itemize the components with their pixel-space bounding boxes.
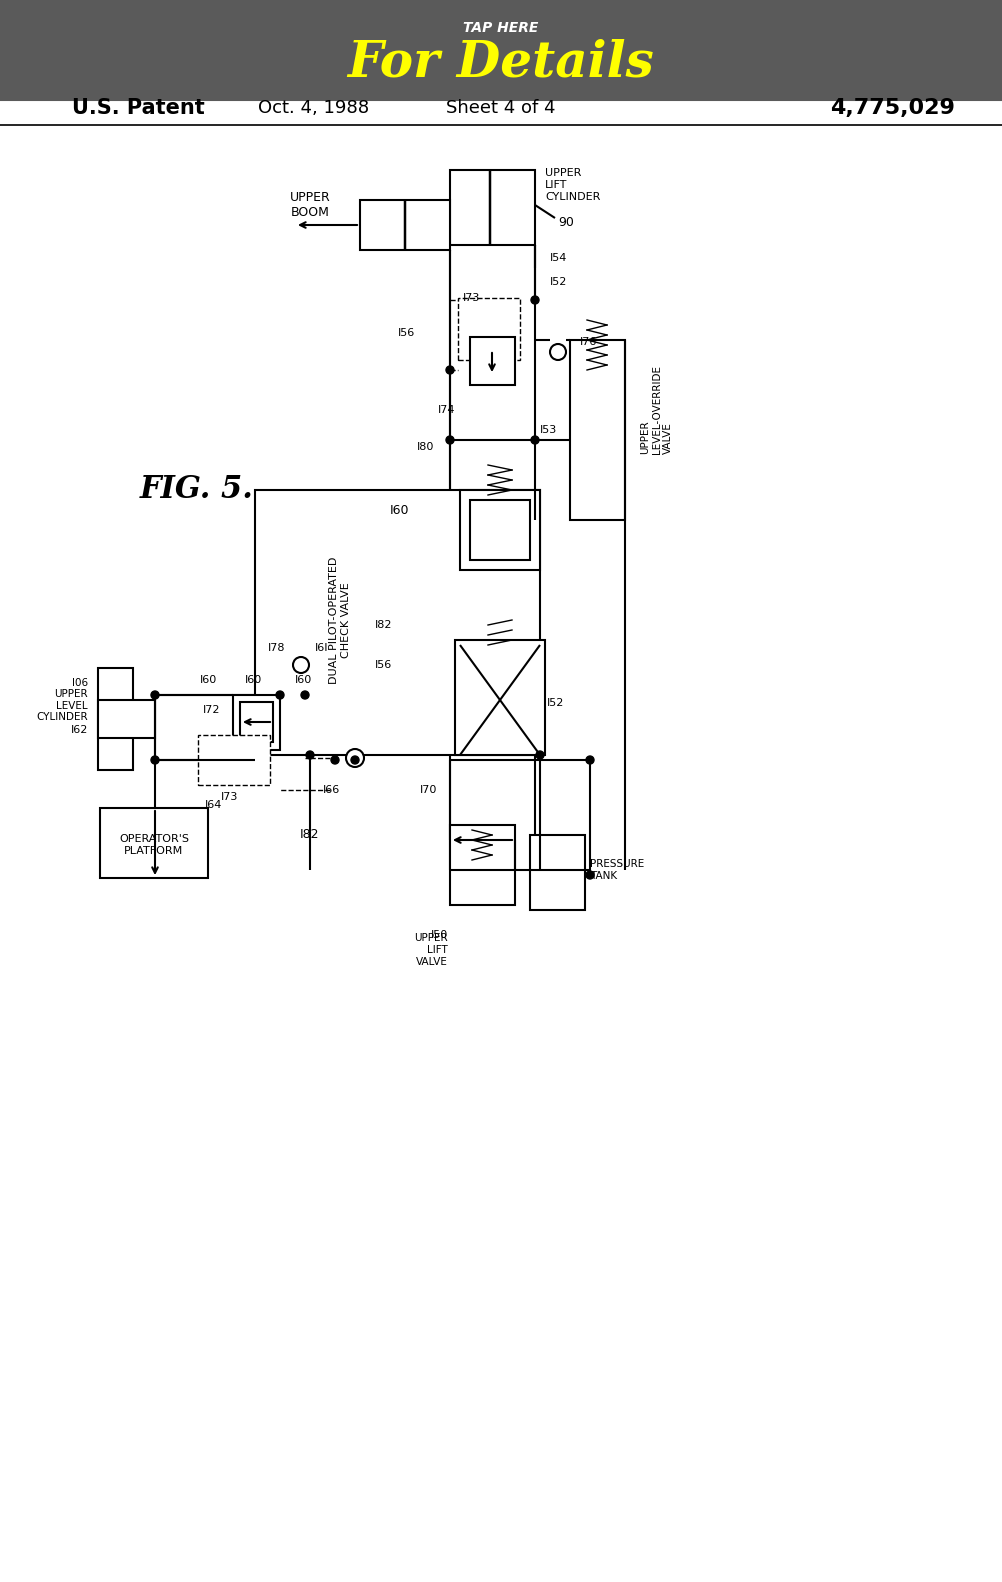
Text: Sheet 4 of 4: Sheet 4 of 4	[446, 100, 556, 117]
Text: I72: I72	[202, 706, 220, 715]
Bar	[98, 668, 133, 770]
Circle shape	[531, 437, 539, 445]
Text: I73: I73	[221, 793, 238, 802]
Circle shape	[446, 437, 454, 445]
Circle shape	[151, 756, 159, 764]
Bar	[570, 340, 625, 520]
Bar	[470, 500, 530, 560]
Text: I76: I76	[580, 337, 597, 346]
Text: I60: I60	[390, 503, 410, 516]
Text: UPPER
LEVEL-OVERRIDE
VALVE: UPPER LEVEL-OVERRIDE VALVE	[640, 365, 673, 454]
Circle shape	[586, 756, 594, 764]
Text: I6I: I6I	[315, 642, 329, 653]
Text: I53: I53	[540, 426, 557, 435]
Bar	[470, 337, 515, 384]
Circle shape	[586, 872, 594, 880]
Circle shape	[276, 691, 284, 699]
Circle shape	[301, 691, 309, 699]
Circle shape	[531, 296, 539, 304]
Bar	[255, 490, 540, 755]
Text: DUAL PILOT-OPERATED
CHECK VALVE: DUAL PILOT-OPERATED CHECK VALVE	[330, 557, 351, 683]
Text: I06
UPPER
LEVEL
CYLINDER: I06 UPPER LEVEL CYLINDER	[36, 677, 88, 723]
Text: 90: 90	[558, 215, 574, 228]
Bar	[458, 297, 520, 361]
Text: I52: I52	[547, 698, 564, 709]
Text: UPPER
BOOM: UPPER BOOM	[290, 191, 331, 218]
Text: I80: I80	[417, 441, 434, 452]
Bar	[240, 702, 273, 742]
Bar	[0, 0, 1002, 100]
Circle shape	[536, 751, 544, 759]
Circle shape	[550, 343, 566, 361]
Bar	[460, 490, 540, 570]
Text: U.S. Patent: U.S. Patent	[72, 98, 204, 119]
Text: I56: I56	[375, 660, 392, 671]
Circle shape	[331, 756, 339, 764]
Circle shape	[151, 691, 159, 699]
Text: OPERATOR'S
PLATFORM: OPERATOR'S PLATFORM	[119, 834, 189, 856]
Text: I70: I70	[420, 785, 437, 796]
Bar	[450, 824, 515, 905]
Bar	[98, 699, 155, 737]
Circle shape	[446, 365, 454, 373]
Bar	[360, 199, 450, 250]
Text: Oct. 4, 1988: Oct. 4, 1988	[258, 100, 369, 117]
Text: 4,775,029: 4,775,029	[830, 98, 955, 119]
Text: I54: I54	[550, 253, 567, 263]
Bar	[198, 736, 270, 785]
Circle shape	[351, 756, 359, 764]
Text: TAP HERE: TAP HERE	[463, 21, 539, 35]
Text: I64: I64	[205, 800, 222, 810]
Text: I52: I52	[550, 277, 567, 286]
Circle shape	[346, 748, 364, 767]
Text: FIG. 5.: FIG. 5.	[140, 475, 254, 506]
Bar	[455, 641, 545, 755]
Text: For Details: For Details	[348, 38, 654, 87]
Bar	[450, 169, 535, 245]
Text: I62: I62	[70, 725, 88, 736]
Text: I74: I74	[438, 405, 455, 414]
Text: UPPER
LIFT
VALVE: UPPER LIFT VALVE	[415, 933, 448, 967]
Text: I66: I66	[323, 785, 340, 796]
Text: I50: I50	[431, 930, 448, 940]
Circle shape	[293, 657, 309, 672]
Bar	[233, 694, 280, 750]
Text: I82: I82	[301, 829, 320, 842]
Text: I82: I82	[375, 620, 393, 630]
Bar	[530, 835, 585, 910]
Text: PRESSURE
TANK: PRESSURE TANK	[590, 859, 644, 881]
Text: I73: I73	[463, 293, 480, 304]
Circle shape	[306, 751, 314, 759]
Text: I60: I60	[245, 676, 263, 685]
Text: I78: I78	[268, 642, 285, 653]
Text: I60: I60	[295, 676, 313, 685]
Text: I60: I60	[200, 676, 217, 685]
Text: I56: I56	[398, 327, 415, 339]
Text: UPPER
LIFT
CYLINDER: UPPER LIFT CYLINDER	[545, 168, 600, 201]
Bar	[100, 808, 208, 878]
